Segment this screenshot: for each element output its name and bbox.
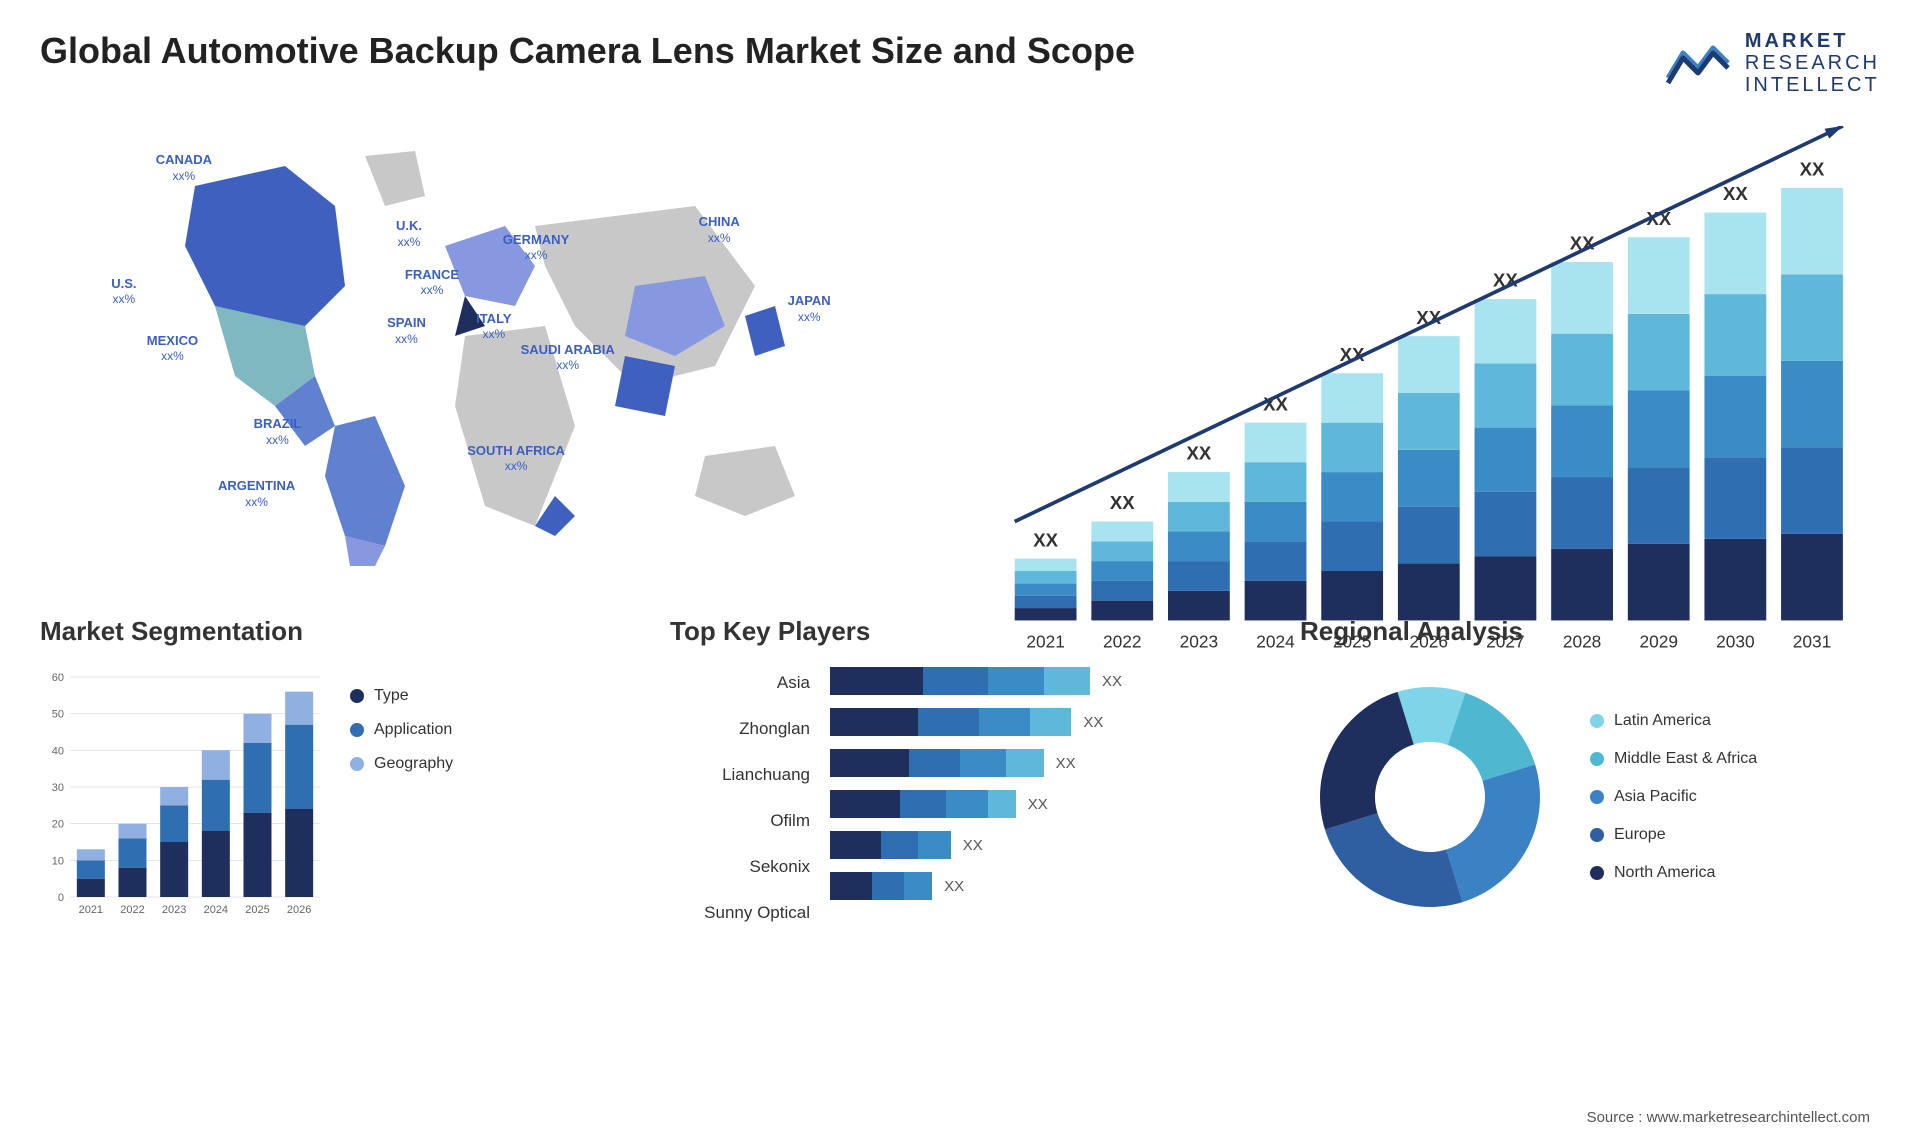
- logo-text-2: RESEARCH: [1745, 52, 1880, 74]
- svg-text:2022: 2022: [120, 904, 144, 916]
- map-label: ARGENTINAxx%: [218, 478, 295, 509]
- svg-text:XX: XX: [1723, 183, 1748, 204]
- svg-text:2024: 2024: [1256, 632, 1295, 652]
- svg-text:2023: 2023: [1180, 632, 1218, 652]
- legend-item: Middle East & Africa: [1590, 750, 1757, 768]
- player-value: XX: [963, 837, 983, 854]
- svg-text:2030: 2030: [1716, 632, 1754, 652]
- player-label: Asia: [670, 669, 810, 697]
- map-label: GERMANYxx%: [503, 232, 569, 263]
- legend-item: Latin America: [1590, 712, 1757, 730]
- segmentation-chart: 0 10 20 30 40 50 60 2021 2022 2023 2024 2025 2026: [40, 667, 320, 927]
- svg-text:2027: 2027: [1486, 632, 1524, 652]
- segmentation-legend: Type Application Geography: [350, 667, 453, 927]
- map-label: FRANCExx%: [405, 267, 459, 298]
- map-label: INDIAxx%: [636, 368, 671, 399]
- player-value: XX: [1083, 714, 1103, 731]
- segmentation-panel: Market Segmentation 0 10 20 30 40 50 60 2021 202…: [40, 616, 620, 927]
- svg-text:50: 50: [52, 709, 64, 721]
- logo-text-1: MARKET: [1745, 30, 1880, 52]
- map-label: SPAINxx%: [387, 315, 426, 346]
- player-value: XX: [1056, 755, 1076, 772]
- growth-chart: XX2021XX2022XX2023XX2024XX2025XX2026XX20…: [990, 126, 1880, 566]
- svg-text:2023: 2023: [162, 904, 186, 916]
- legend-item: Type: [350, 687, 453, 705]
- svg-text:2025: 2025: [1333, 632, 1371, 652]
- top-row: CANADAxx% U.S.xx% MEXICOxx% BRAZILxx% ARGENT…: [40, 126, 1880, 566]
- svg-text:60: 60: [52, 672, 64, 684]
- map-label: SOUTH AFRICAxx%: [467, 443, 565, 474]
- svg-text:2024: 2024: [204, 904, 228, 916]
- svg-text:30: 30: [52, 782, 64, 794]
- svg-text:0: 0: [58, 892, 64, 904]
- legend-item: Application: [350, 721, 453, 739]
- logo-icon: [1663, 38, 1733, 88]
- player-bar-row: XX: [830, 872, 1250, 900]
- donut-chart: [1300, 667, 1560, 927]
- svg-text:2025: 2025: [245, 904, 269, 916]
- map-label: MEXICOxx%: [147, 333, 198, 364]
- svg-text:10: 10: [52, 855, 64, 867]
- player-bar-row: XX: [830, 790, 1250, 818]
- regional-legend: Latin America Middle East & Africa Asia Pa…: [1590, 712, 1757, 882]
- player-label: Lianchuang: [670, 761, 810, 789]
- map-label: U.K.xx%: [396, 218, 422, 249]
- player-bar-row: XX: [830, 667, 1250, 695]
- map-label: BRAZILxx%: [254, 416, 302, 447]
- legend-item: North America: [1590, 864, 1757, 882]
- svg-text:20: 20: [52, 819, 64, 831]
- player-bar-row: XX: [830, 708, 1250, 736]
- svg-text:2026: 2026: [287, 904, 311, 916]
- player-label: Sekonix: [670, 853, 810, 881]
- player-value: XX: [1028, 796, 1048, 813]
- svg-text:40: 40: [52, 745, 64, 757]
- map-label: ITALYxx%: [476, 311, 511, 342]
- map-label: CANADAxx%: [156, 152, 212, 183]
- svg-text:XX: XX: [1187, 443, 1212, 464]
- legend-item: Asia Pacific: [1590, 788, 1757, 806]
- svg-text:2029: 2029: [1639, 632, 1677, 652]
- svg-text:2026: 2026: [1410, 632, 1448, 652]
- svg-text:XX: XX: [1110, 492, 1135, 513]
- logo-text-3: INTELLECT: [1745, 74, 1880, 96]
- svg-text:2022: 2022: [1103, 632, 1141, 652]
- svg-text:2021: 2021: [1026, 632, 1064, 652]
- player-label: Zhonglan: [670, 715, 810, 743]
- legend-item: Geography: [350, 755, 453, 773]
- source-text: Source : www.marketresearchintellect.com: [1587, 1109, 1870, 1126]
- player-labels: Asia Zhonglan Lianchuang Ofilm Sekonix Sunny …: [670, 667, 810, 927]
- player-value: XX: [1102, 673, 1122, 690]
- growth-chart-svg: XX2021XX2022XX2023XX2024XX2025XX2026XX20…: [990, 126, 1880, 670]
- world-map: CANADAxx% U.S.xx% MEXICOxx% BRAZILxx% ARGENT…: [40, 126, 930, 566]
- svg-text:2031: 2031: [1793, 632, 1831, 652]
- player-bar-row: XX: [830, 831, 1250, 859]
- svg-text:2028: 2028: [1563, 632, 1601, 652]
- map-label: JAPANxx%: [788, 293, 831, 324]
- player-value: XX: [944, 878, 964, 895]
- legend-item: Europe: [1590, 826, 1757, 844]
- svg-text:2021: 2021: [79, 904, 103, 916]
- page-title: Global Automotive Backup Camera Lens Mar…: [40, 30, 1135, 72]
- player-label: Ofilm: [670, 807, 810, 835]
- player-bar-row: XX: [830, 749, 1250, 777]
- svg-text:XX: XX: [1800, 158, 1825, 179]
- header: Global Automotive Backup Camera Lens Mar…: [40, 30, 1880, 96]
- player-bars: XX XX XX XX XX XX: [830, 667, 1250, 927]
- segmentation-title: Market Segmentation: [40, 616, 620, 647]
- map-label: CHINAxx%: [699, 214, 740, 245]
- player-label: Sunny Optical: [670, 899, 810, 927]
- map-label: SAUDI ARABIAxx%: [521, 342, 615, 373]
- svg-text:XX: XX: [1033, 529, 1058, 550]
- logo: MARKET RESEARCH INTELLECT: [1663, 30, 1880, 96]
- map-label: U.S.xx%: [111, 276, 136, 307]
